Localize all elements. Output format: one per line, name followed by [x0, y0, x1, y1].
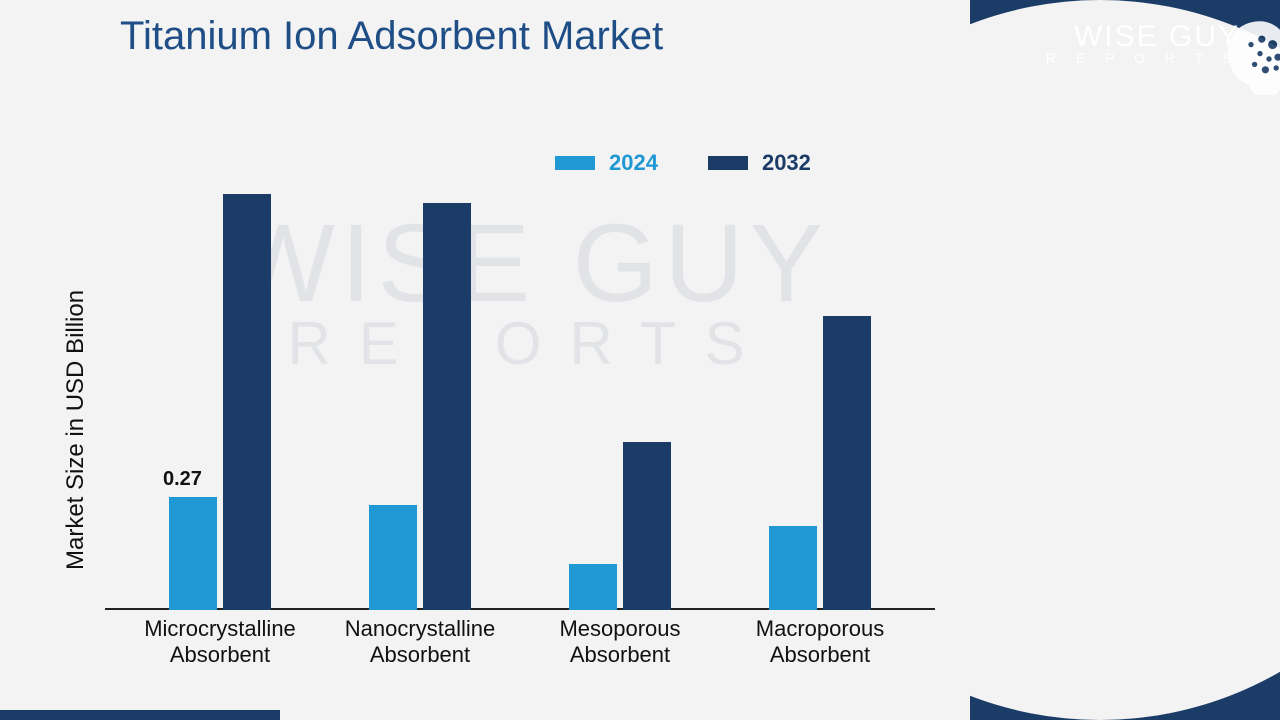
category-label-1: NanocrystallineAbsorbent — [315, 616, 525, 669]
bar-2024-0 — [169, 497, 217, 610]
bar-2032-3 — [823, 316, 871, 610]
legend-item-2024: 2024 — [555, 150, 658, 176]
legend-label-2032: 2032 — [762, 150, 811, 176]
category-label-0: MicrocrystallineAbsorbent — [115, 616, 325, 669]
legend-label-2024: 2024 — [609, 150, 658, 176]
chart-title: Titanium Ion Adsorbent Market — [120, 14, 663, 59]
bar-2024-3 — [769, 526, 817, 610]
bar-2032-1 — [423, 203, 471, 610]
category-label-3: MacroporousAbsorbent — [715, 616, 925, 669]
bar-2024-2 — [569, 564, 617, 610]
y-axis-label: Market Size in USD Billion — [62, 290, 90, 570]
plot-area: MicrocrystallineAbsorbentNanocrystalline… — [105, 190, 935, 610]
category-label-2: MesoporousAbsorbent — [515, 616, 725, 669]
bar-2032-0 — [223, 194, 271, 610]
bar-2024-1 — [369, 505, 417, 610]
legend: 2024 2032 — [555, 150, 811, 176]
brand-head-icon — [1206, 14, 1280, 104]
legend-swatch-2024 — [555, 156, 595, 170]
data-label-0-0: 0.27 — [163, 468, 202, 491]
chart-canvas: WISE GUY REPORTS Titanium Ion Adsorbent … — [0, 0, 1280, 720]
bottom-accent-bar — [0, 710, 280, 720]
legend-swatch-2032 — [708, 156, 748, 170]
legend-item-2032: 2032 — [708, 150, 811, 176]
bar-2032-2 — [623, 442, 671, 610]
